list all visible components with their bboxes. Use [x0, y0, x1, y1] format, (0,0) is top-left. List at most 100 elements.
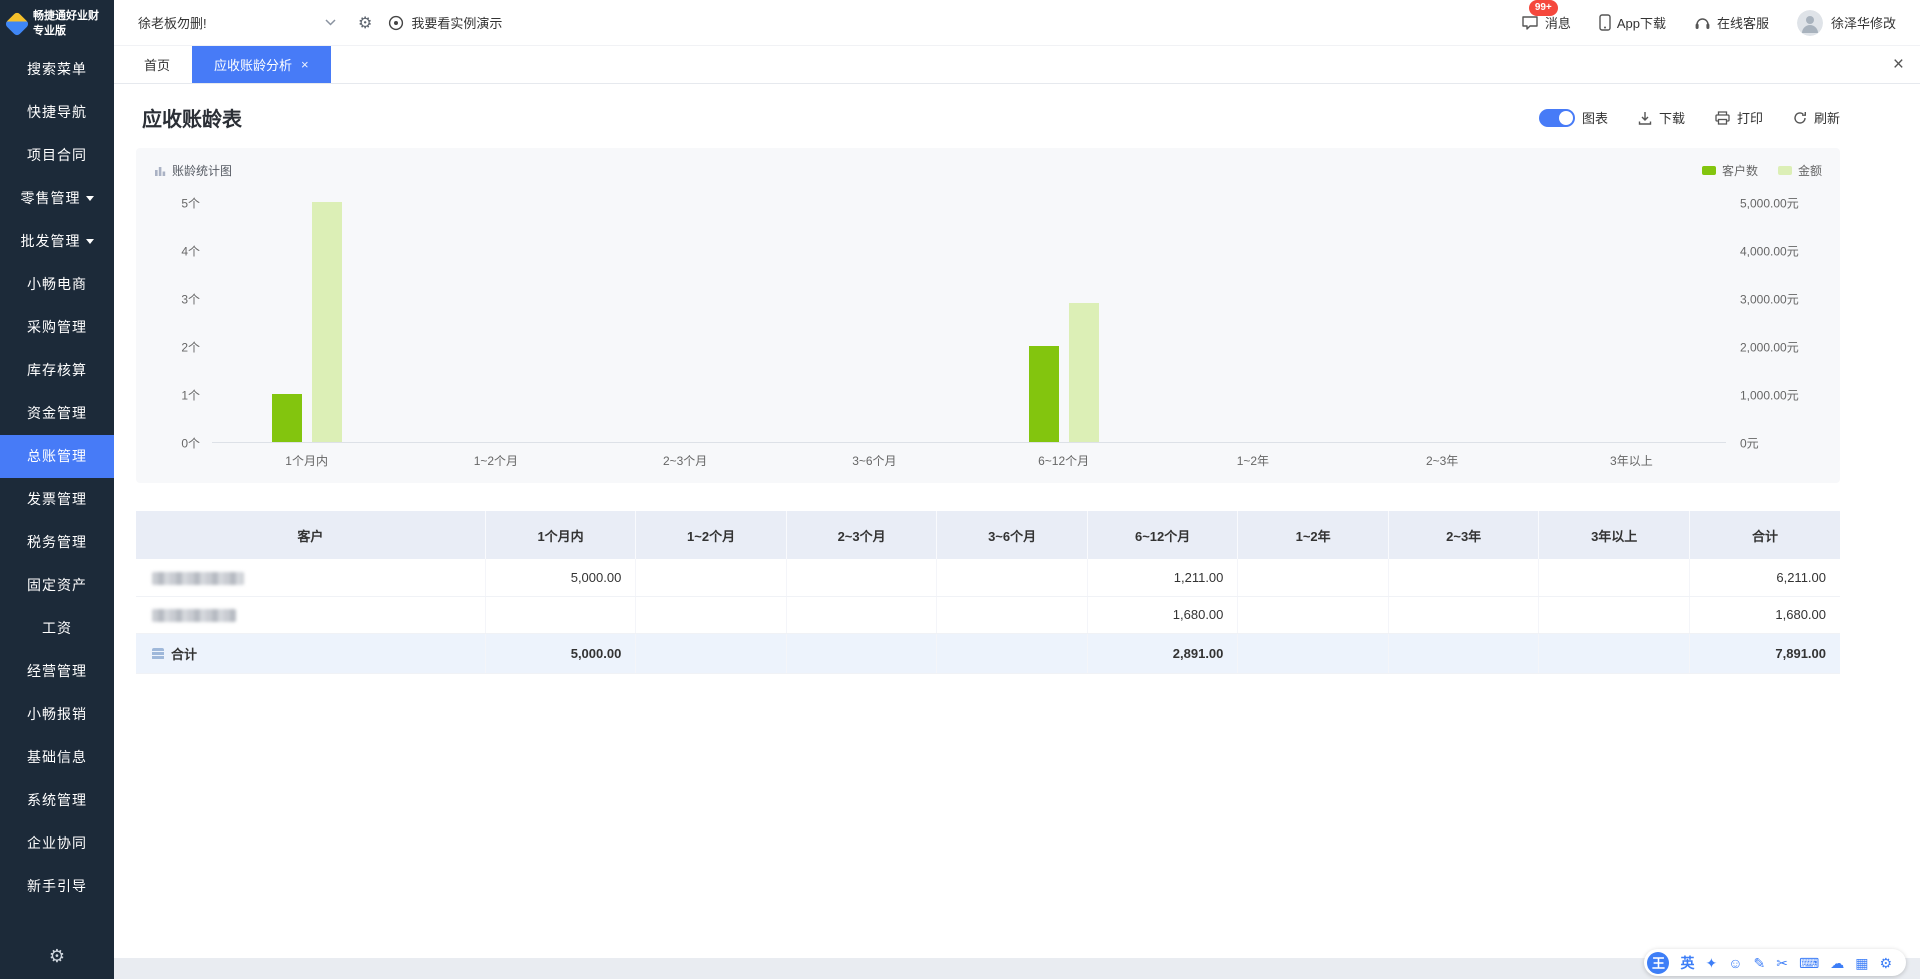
column-header[interactable]: 2~3年: [1388, 511, 1540, 559]
avatar: [1796, 9, 1823, 36]
column-header[interactable]: 1~2年: [1237, 511, 1389, 559]
sidebar-item-project-contract[interactable]: 项目合同: [0, 134, 114, 177]
sidebar-item-retail-mgmt[interactable]: 零售管理: [0, 177, 114, 220]
column-header[interactable]: 客户: [136, 511, 486, 559]
legend-swatch: [1777, 166, 1792, 175]
keyboard-icon[interactable]: ⌨: [1798, 954, 1820, 971]
redacted-customer-name: [152, 609, 236, 623]
tabs: 首页 应收账龄分析 ×: [114, 46, 331, 83]
sidebar-item-general-ledger[interactable]: 总账管理: [0, 434, 114, 478]
amount-cell: 6,211.00: [1689, 559, 1840, 597]
column-header[interactable]: 合计: [1689, 511, 1840, 559]
y-axis-tick-left: 0个: [181, 436, 200, 451]
logo-line2: 专业版: [33, 24, 66, 37]
grid-icon[interactable]: ▦: [1855, 954, 1869, 971]
sidebar-item-business-mgmt[interactable]: 经营管理: [0, 650, 114, 693]
download-label: 下载: [1658, 111, 1685, 126]
sidebar-item-wholesale-mgmt[interactable]: 批发管理: [0, 220, 114, 263]
topbar-gear-icon[interactable]: ⚙: [358, 14, 373, 32]
app-download-label: App下载: [1616, 16, 1666, 31]
support-button[interactable]: 在线客服: [1694, 13, 1769, 32]
headset-icon: [1695, 17, 1710, 29]
pen-icon[interactable]: ✎: [1753, 954, 1766, 971]
sparkle-icon[interactable]: ✦: [1705, 954, 1718, 971]
sidebar-item-xiaochang-expense[interactable]: 小畅报销: [0, 693, 114, 736]
page-content: 应收账龄表 图表 下载 打印: [114, 84, 1920, 958]
sidebar-item-invoice-mgmt[interactable]: 发票管理: [0, 478, 114, 521]
download-button[interactable]: 下载: [1638, 108, 1685, 127]
toolbar: 图表 下载 打印 刷新: [1538, 108, 1840, 127]
close-tab-icon[interactable]: ×: [301, 57, 309, 72]
sidebar-item-fund-mgmt[interactable]: 资金管理: [0, 392, 114, 435]
y-axis-tick-left: 4个: [181, 244, 200, 259]
amount-cell: [635, 596, 787, 634]
x-axis-label: 3~6个月: [852, 454, 897, 468]
redacted-customer-name: [152, 571, 244, 585]
sidebar-item-label: 固定资产: [27, 576, 87, 593]
column-header[interactable]: 1个月内: [485, 511, 637, 559]
chart-category-group: [1158, 203, 1347, 442]
print-button[interactable]: 打印: [1715, 108, 1763, 127]
chart-title-icon: [155, 166, 166, 176]
column-header[interactable]: 1~2个月: [635, 511, 787, 559]
messages-label: 消息: [1544, 16, 1571, 31]
sidebar-item-basic-info[interactable]: 基础信息: [0, 736, 114, 779]
sidebar-item-fixed-assets[interactable]: 固定资产: [0, 564, 114, 607]
user-menu[interactable]: 徐泽华修改: [1796, 9, 1896, 36]
sidebar-item-tax-mgmt[interactable]: 税务管理: [0, 521, 114, 564]
app-download-button[interactable]: App下载: [1599, 13, 1666, 32]
support-label: 在线客服: [1716, 16, 1769, 31]
settings-icon[interactable]: ⚙: [1879, 954, 1892, 971]
sidebar-item-beginner-guide[interactable]: 新手引导: [0, 865, 114, 908]
toggle-switch[interactable]: [1538, 108, 1575, 127]
emoji-icon[interactable]: ☺: [1728, 954, 1743, 971]
demo-play-icon: [389, 15, 404, 30]
topbar: 徐老板勿删! ⚙ 我要看实例演示 99+ 消息 App下载: [114, 0, 1920, 45]
tab-label: 首页: [144, 58, 171, 73]
settings-gear-icon[interactable]: ⚙: [48, 945, 66, 966]
sidebar-item-xiaochang-ecommerce[interactable]: 小畅电商: [0, 263, 114, 306]
messages-button[interactable]: 99+ 消息: [1521, 0, 1571, 32]
tab-home[interactable]: 首页: [122, 46, 192, 83]
sidebar-item-quick-nav[interactable]: 快捷导航: [0, 91, 114, 134]
company-selector[interactable]: 徐老板勿删!: [132, 9, 342, 36]
total-amount-cell: [1237, 633, 1389, 674]
page-header: 应收账龄表 图表 下载 打印: [136, 84, 1840, 148]
sidebar-item-enterprise-collab[interactable]: 企业协同: [0, 822, 114, 865]
ime-toolbar[interactable]: 王英 ✦ ☺ ✎ ✂ ⌨ ☁ ▦ ⚙: [1644, 949, 1906, 976]
table-row[interactable]: 1,680.00 1,680.00: [136, 596, 1840, 634]
tab-aging-report[interactable]: 应收账龄分析 ×: [192, 46, 331, 83]
legend-item-amount[interactable]: 金额: [1777, 162, 1822, 179]
sidebar-item-label: 基础信息: [27, 748, 87, 765]
ime-logo-icon[interactable]: 王: [1647, 951, 1670, 974]
sidebar-item-inventory-accounting[interactable]: 库存核算: [0, 349, 114, 392]
refresh-button[interactable]: 刷新: [1793, 108, 1840, 127]
legend-item-customer-count[interactable]: 客户数: [1701, 162, 1758, 179]
amount-cell: 1,211.00: [1087, 559, 1239, 597]
printer-icon: [1715, 110, 1730, 125]
y-axis-tick-left: 2个: [181, 340, 200, 355]
table-row[interactable]: 5,000.00 1,211.00 6,211.00: [136, 559, 1840, 597]
column-header[interactable]: 2~3个月: [786, 511, 938, 559]
sidebar-item-purchase-mgmt[interactable]: 采购管理: [0, 306, 114, 349]
close-icon[interactable]: ×: [1892, 54, 1904, 75]
demo-link[interactable]: 我要看实例演示: [388, 13, 502, 32]
chart-category-group: [401, 203, 590, 442]
sidebar-item-system-mgmt[interactable]: 系统管理: [0, 779, 114, 822]
sidebar-item-search-menu[interactable]: 搜索菜单: [0, 48, 114, 91]
cloud-icon[interactable]: ☁: [1830, 954, 1845, 971]
column-header[interactable]: 3年以上: [1538, 511, 1690, 559]
amount-cell: 1,680.00: [1689, 596, 1840, 634]
amount-cell: [1237, 596, 1389, 634]
chart-view-toggle[interactable]: 图表: [1538, 108, 1608, 127]
bar-amount: [311, 202, 342, 442]
ime-language-toggle[interactable]: 英: [1680, 954, 1695, 971]
sidebar-item-payroll[interactable]: 工资: [0, 607, 114, 650]
column-header[interactable]: 3~6个月: [936, 511, 1088, 559]
sidebar-menu: 搜索菜单快捷导航项目合同 零售管理 批发管理 小畅电商 采购管理 库存核算 资金管理 总账管理…: [0, 46, 114, 933]
amount-cell: 1,680.00: [1087, 596, 1239, 634]
column-header[interactable]: 6~12个月: [1087, 511, 1239, 559]
scissors-icon[interactable]: ✂: [1776, 954, 1788, 971]
sidebar-item-label: 快捷导航: [27, 103, 87, 120]
